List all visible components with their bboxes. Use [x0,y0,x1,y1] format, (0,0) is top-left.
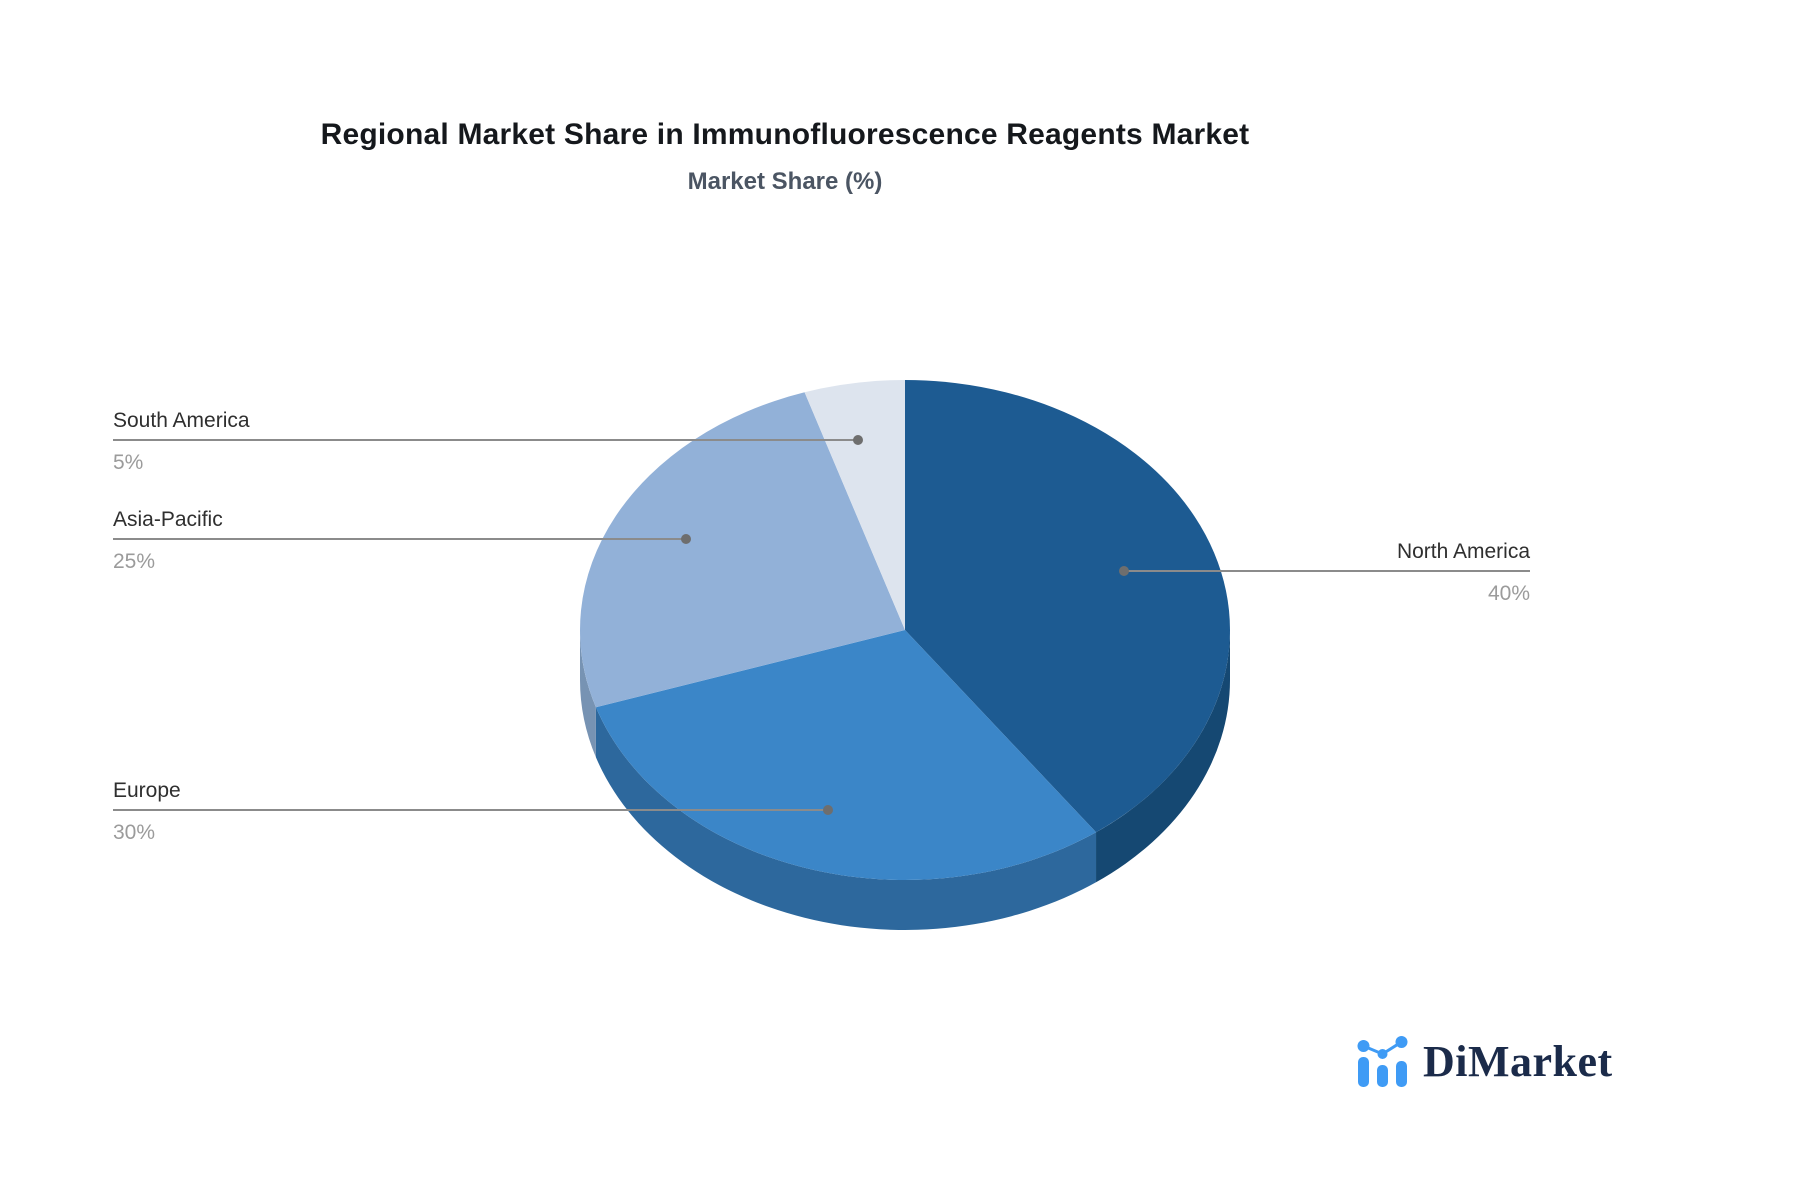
leader-line-asia-pacific [113,534,691,544]
logo-text: DiMarket [1423,1036,1613,1086]
slice-value-north-america: 40% [1487,582,1530,605]
callout-north-america: North America 40% [1119,539,1530,607]
bar-line-chart-icon [1357,1036,1408,1087]
pie-slice-south-america[interactable] [804,380,905,630]
slice-value-europe: 30% [113,821,156,844]
leader-line-south-america [113,435,863,445]
dimarket-logo: DiMarket [1355,1033,1613,1089]
chart-title: Regional Market Share in Immunofluoresce… [320,118,1250,151]
leader-line-europe [113,805,833,815]
callout-asia-pacific: Asia-Pacific 25% [113,507,691,575]
slice-label-south-america: South America [113,409,250,432]
slice-value-asia-pacific: 25% [113,550,156,573]
callout-europe: Europe 30% [113,778,833,846]
pie-slice-side-north-america [1096,630,1230,883]
leader-line-north-america [1119,566,1530,576]
pie-slice-asia-pacific[interactable] [580,392,905,708]
slice-value-south-america: 5% [113,451,144,474]
chart-subtitle: Market Share (%) [687,168,883,195]
callout-south-america: South America 5% [113,408,863,476]
slice-label-europe: Europe [113,779,181,802]
slice-label-north-america: North America [1396,540,1530,563]
pie-slice-north-america[interactable] [905,380,1230,833]
pie-slice-side-europe [595,707,1097,930]
slice-label-asia-pacific: Asia-Pacific [113,508,223,531]
pie-slice-europe[interactable] [595,630,1097,880]
pie-slice-side-asia-pacific [580,630,596,758]
